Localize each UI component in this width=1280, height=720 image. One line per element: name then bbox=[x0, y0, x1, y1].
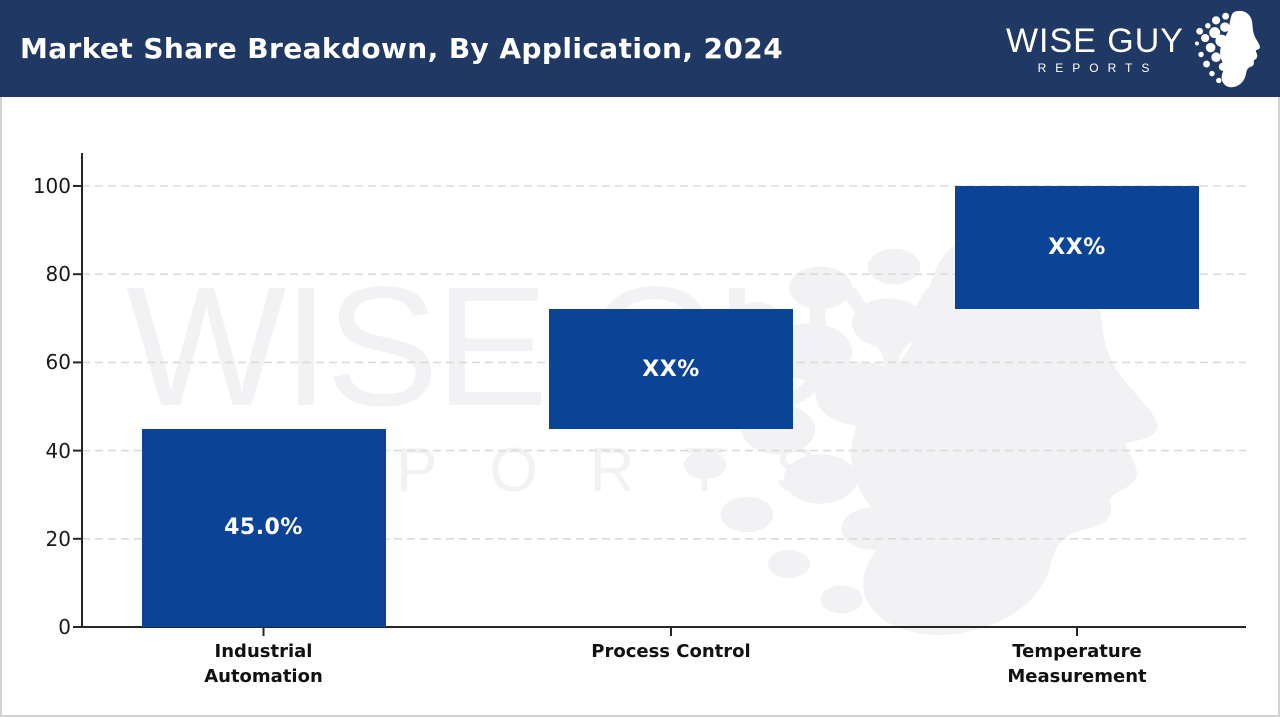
y-tick-label: 80 bbox=[45, 262, 71, 287]
bar-value-label: 45.0% bbox=[224, 515, 303, 541]
y-tick-label: 0 bbox=[58, 615, 71, 639]
brand-head-icon bbox=[1190, 8, 1264, 90]
brand-subname: REPORTS bbox=[1037, 60, 1159, 75]
y-tick-label: 40 bbox=[45, 438, 71, 463]
header: Market Share Breakdown, By Application, … bbox=[0, 0, 1280, 97]
y-tick-label: 60 bbox=[45, 350, 71, 375]
x-category-label: Industrial Automation bbox=[204, 641, 323, 687]
brand-logo: WISE GUY REPORTS bbox=[1006, 8, 1264, 90]
brand-logo-text: WISE GUY REPORTS bbox=[1006, 24, 1184, 74]
bar-segment: 45.0% bbox=[141, 428, 386, 627]
bar-segment: XX% bbox=[955, 186, 1199, 310]
bar-segment: XX% bbox=[549, 309, 793, 429]
chart-title: Market Share Breakdown, By Application, … bbox=[20, 32, 784, 65]
y-tick-label: 20 bbox=[45, 526, 71, 551]
x-category-label: Temperature Measurement bbox=[1007, 641, 1147, 687]
brand-name: WISE GUY bbox=[1005, 21, 1184, 60]
y-tick-label: 100 bbox=[32, 174, 71, 198]
x-category-label: Process Control bbox=[591, 641, 751, 662]
bar-value-label: XX% bbox=[642, 356, 700, 382]
bar-value-label: XX% bbox=[1048, 235, 1106, 261]
